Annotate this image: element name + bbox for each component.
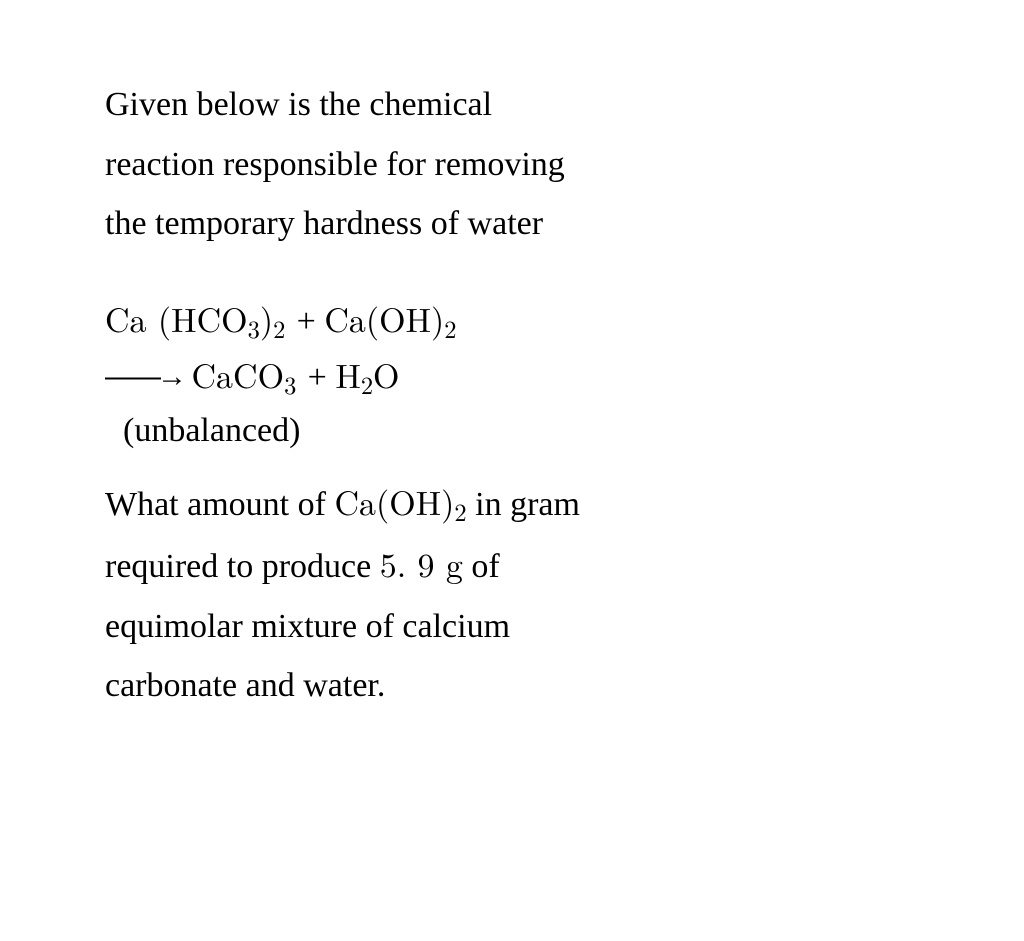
plus-sign: + [297, 303, 325, 340]
product-caco3: CaCO3 [192, 350, 308, 398]
equation-products: ——→ CaCO3 + H2O [105, 348, 964, 405]
intro-line-1: Given below is the chemical [105, 75, 964, 135]
question-paragraph: What amount of Ca(OH)2 in gram required … [105, 472, 964, 716]
question-line-2: required to produce 5. 9 g of [105, 534, 964, 597]
question-content: Given below is the chemical reaction res… [0, 0, 1024, 776]
reaction-arrow: ——→ [105, 360, 183, 393]
question-line-3: equimolar mixture of calcium [105, 597, 964, 657]
question-line-4: carbonate and water. [105, 656, 964, 716]
product-h2o: H2O [335, 350, 399, 398]
equation-annotation: (unbalanced) [105, 405, 964, 458]
mass-value: 5. 9 g [380, 539, 463, 587]
reactant-ca-hco3-2: Ca (HCO3)2 [105, 294, 297, 342]
reactant-ca-oh-2: Ca(OH)2 [324, 294, 456, 342]
formula-ca-oh-2: Ca(OH)2 [334, 477, 466, 525]
intro-paragraph: Given below is the chemical reaction res… [105, 75, 964, 254]
equation-reactants: Ca (HCO3)2 + Ca(OH)2 [105, 292, 964, 349]
question-line-1: What amount of Ca(OH)2 in gram [105, 472, 964, 535]
plus-sign-2: + [308, 359, 336, 396]
chemical-equation: Ca (HCO3)2 + Ca(OH)2 ——→ CaCO3 + H2O (un… [105, 292, 964, 458]
intro-line-2: reaction responsible for removing [105, 135, 964, 195]
intro-line-3: the temporary hardness of water [105, 194, 964, 254]
